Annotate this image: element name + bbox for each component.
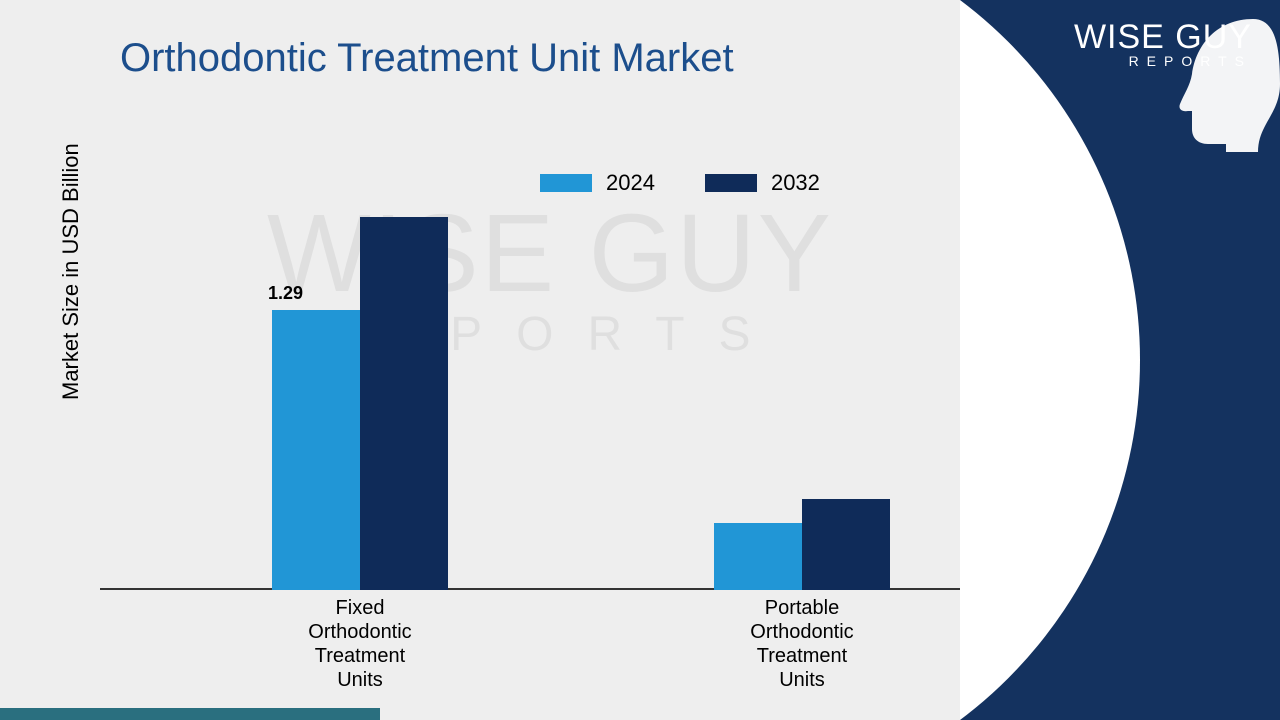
legend-swatch-2032 [705, 174, 757, 192]
logo-line1: WISE GUY [1074, 18, 1252, 57]
legend-label-2032: 2032 [771, 170, 820, 196]
category-label: FixedOrthodonticTreatmentUnits [252, 596, 468, 692]
brand-logo: WISE GUY REPORTS [1074, 18, 1252, 69]
chart-title: Orthodontic Treatment Unit Market [120, 36, 734, 81]
bar-value-label: 1.29 [268, 283, 303, 304]
legend-label-2024: 2024 [606, 170, 655, 196]
category-label: PortableOrthodonticTreatmentUnits [694, 596, 910, 692]
chart-stage: WISE GUY REPORTS WISE GUY REPORTS Orthod… [0, 0, 1280, 720]
bar-2032 [360, 217, 448, 590]
legend-item-2032: 2032 [705, 170, 820, 196]
bar-2024 [714, 523, 802, 590]
plot-area: 1.29 [100, 210, 960, 590]
y-axis-label: Market Size in USD Billion [58, 143, 84, 400]
bar-2024 [272, 310, 360, 590]
bottom-accent-bar [0, 708, 380, 720]
bar-2032 [802, 499, 890, 590]
legend-item-2024: 2024 [540, 170, 655, 196]
legend: 2024 2032 [540, 170, 820, 196]
legend-swatch-2024 [540, 174, 592, 192]
